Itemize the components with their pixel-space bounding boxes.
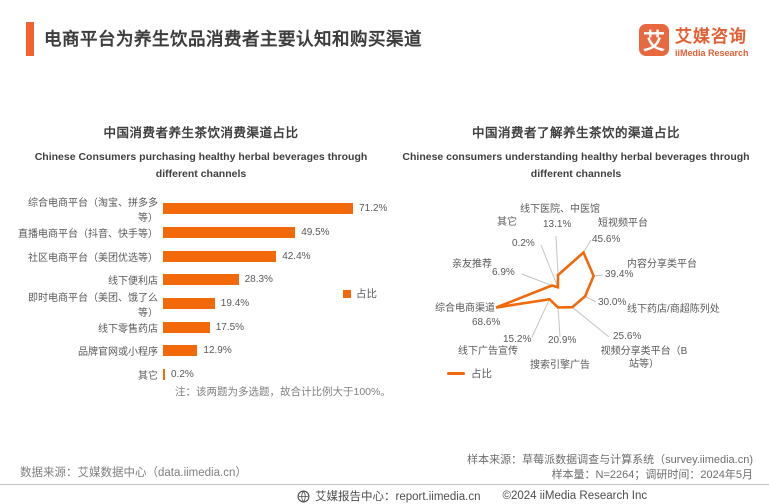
sample-source-text: 样本来源：草莓派数据调查与计算系统（survey.iimedia.cn) — [467, 454, 753, 466]
leader-line — [531, 298, 550, 338]
data-source-text: 数据来源：艾媒数据中心（data.iimedia.cn） — [20, 467, 247, 479]
iimedia-logo-icon: 艾 — [639, 24, 669, 56]
leader-line — [584, 295, 597, 303]
radar-category-label: 线下医院、中医馆 — [520, 204, 600, 215]
legend-label: 占比 — [471, 368, 492, 380]
radar-chart-title: 中国消费者了解养生茶饮的渠道占比 — [471, 126, 680, 140]
radar-value-label: 68.6% — [472, 317, 501, 328]
radar-plot — [495, 235, 610, 338]
bar — [163, 227, 296, 239]
copyright-text: ©2024 iiMedia Research Inc — [502, 490, 648, 502]
leader-line — [557, 307, 561, 338]
radar-chart: 占比 线下医院、中医馆 13.1% 短视频平台 45.6% 内容分享类平台 39.4% 线下… — [385, 190, 769, 395]
bar-value-label: 42.4% — [282, 250, 311, 262]
radar-category-label: 视频分享类平台（B站等） — [600, 346, 688, 370]
bar-category-label: 品牌官网或小程序 — [78, 347, 158, 359]
bar-chart-subtitle: Chinese Consumers purchasing healthy her… — [34, 151, 368, 180]
radar-value-label: 15.2% — [503, 334, 532, 345]
bar-category-label: 社区电商平台（美团优选等） — [28, 252, 158, 264]
bar-value-label: 71.2% — [359, 203, 388, 215]
leader-line — [540, 244, 559, 288]
radar-category-label: 内容分享类平台 — [627, 259, 697, 270]
leader-line — [555, 235, 559, 276]
bar — [163, 203, 354, 215]
bar-chart: 综合电商平台（淘宝、拼多多等） 71.2% 直播电商平台（抖音、快手等） 49.5% 社… — [15, 197, 435, 387]
logo-name-en: iiMedia Research — [675, 48, 749, 58]
multi-select-note: 注：该两题为多选题，故合计比例大于100%。 — [175, 386, 391, 398]
sample-source-block: 样本来源：草莓派数据调查与计算系统（survey.iimedia.cn) 样本量… — [467, 453, 753, 482]
radar-category-label: 线下药店/商超陈列处 — [627, 304, 720, 315]
bar-value-label: 19.4% — [220, 298, 250, 310]
bar-category-label: 即时电商平台（美团、饿了么等） — [28, 292, 158, 319]
bar-value-label: 28.3% — [244, 274, 273, 286]
leader-line — [571, 306, 610, 338]
bar-value-label: 17.5% — [215, 321, 245, 333]
bar-row: 社区电商平台（美团优选等） 42.4% — [15, 244, 435, 268]
radar-value-label: 0.2% — [512, 238, 535, 249]
bar — [163, 321, 210, 333]
bar-category-label: 直播电商平台（抖音、快手等） — [18, 229, 158, 241]
bar-value-label: 12.9% — [203, 345, 232, 357]
bar-row: 其它 0.2% — [15, 363, 435, 387]
radar-category-label: 其它 — [497, 217, 517, 228]
sample-info-text: 样本量：N=2264；调研时间：2024年5月 — [551, 468, 753, 481]
radar-category-label: 综合电商渠道 — [435, 303, 495, 314]
radar-category-label: 搜索引擎广告 — [530, 360, 590, 371]
bar — [163, 250, 277, 262]
leader-line — [521, 273, 552, 286]
radar-chart-legend: 占比 — [447, 366, 492, 381]
report-center-icon — [297, 490, 310, 502]
bar — [163, 369, 165, 381]
title-accent-bar — [26, 22, 34, 56]
radar-value-label: 20.9% — [548, 335, 577, 346]
radar-value-label: 30.0% — [598, 297, 627, 308]
footer-bar: 艾媒报告中心：report.iimedia.cn ©2024 iiMedia R… — [0, 484, 769, 503]
bar-category-label: 综合电商平台（淘宝、拼多多等） — [28, 197, 158, 224]
iimedia-logo: 艾 艾媒咨询 iiMedia Research — [639, 22, 749, 58]
legend-swatch-icon — [343, 289, 351, 298]
radar-value-label: 13.1% — [543, 219, 572, 230]
radar-chart-subtitle: Chinese consumers understanding healthy … — [402, 151, 750, 180]
bar-row: 品牌官网或小程序 12.9% — [15, 339, 435, 363]
bar-value-label: 0.2% — [171, 369, 194, 381]
bar-row: 线下零售药店 17.5% — [15, 315, 435, 339]
bar-chart-title: 中国消费者养生茶饮消费渠道占比 — [103, 126, 299, 140]
bar-chart-legend: 占比 — [343, 286, 377, 301]
bar — [163, 274, 239, 286]
radar-category-label: 短视频平台 — [598, 218, 648, 229]
radar-category-label: 亲友推荐 — [452, 259, 492, 270]
legend-line-icon — [447, 372, 465, 375]
bar-row: 综合电商平台（淘宝、拼多多等） 71.2% — [15, 197, 435, 224]
bar-category-label: 线下便利店 — [108, 276, 158, 288]
bar-row: 即时电商平台（美团、饿了么等） 19.4% — [15, 292, 435, 319]
leader-line — [593, 274, 604, 277]
bar — [163, 345, 198, 357]
bar-value-label: 49.5% — [301, 227, 330, 239]
radar-value-label: 25.6% — [613, 331, 642, 342]
bar-category-label: 线下零售药店 — [98, 323, 158, 335]
leader-line — [583, 239, 592, 253]
logo-name-cn: 艾媒咨询 — [675, 27, 747, 46]
bar-row: 直播电商平台（抖音、快手等） 49.5% — [15, 221, 435, 245]
radar-category-label: 线下广告宣传 — [458, 346, 518, 357]
report-center-text: 艾媒报告中心：report.iimedia.cn — [315, 491, 481, 503]
radar-value-label: 45.6% — [592, 234, 621, 245]
radar-value-label: 39.4% — [605, 269, 634, 280]
legend-label: 占比 — [356, 288, 377, 300]
bar — [163, 298, 215, 310]
bar-row: 线下便利店 28.3% — [15, 268, 435, 292]
bar-rows: 综合电商平台（淘宝、拼多多等） 71.2% 直播电商平台（抖音、快手等） 49.5% 社… — [15, 197, 435, 387]
bar-category-label: 其它 — [138, 371, 158, 383]
radar-series-polygon — [495, 250, 596, 309]
page-title: 电商平台为养生饮品消费者主要认知和购买渠道 — [44, 29, 422, 49]
bar-chart-header: 中国消费者养生茶饮消费渠道占比 Chinese Consumers purcha… — [15, 122, 387, 183]
radar-chart-header: 中国消费者了解养生茶饮的渠道占比 Chinese consumers under… — [390, 122, 762, 183]
radar-value-label: 6.9% — [492, 267, 515, 278]
